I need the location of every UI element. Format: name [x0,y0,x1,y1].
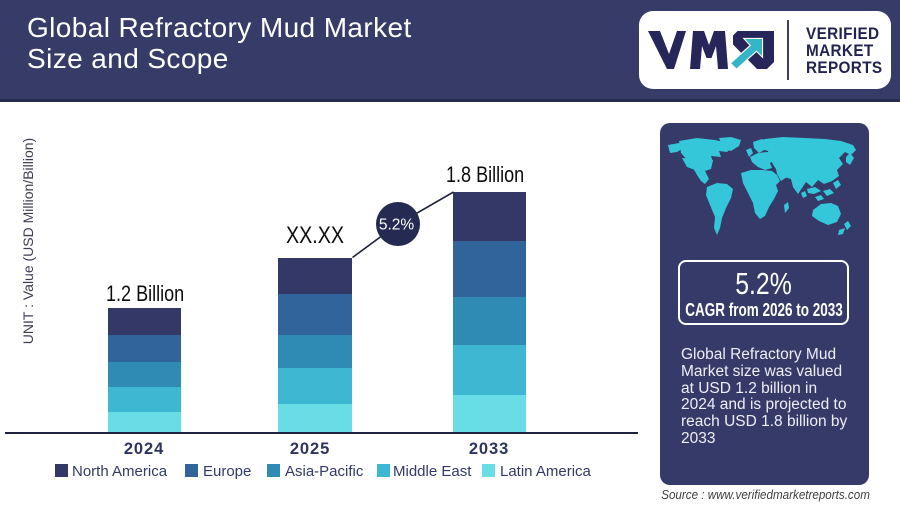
svg-text:5.2%: 5.2% [379,217,415,234]
